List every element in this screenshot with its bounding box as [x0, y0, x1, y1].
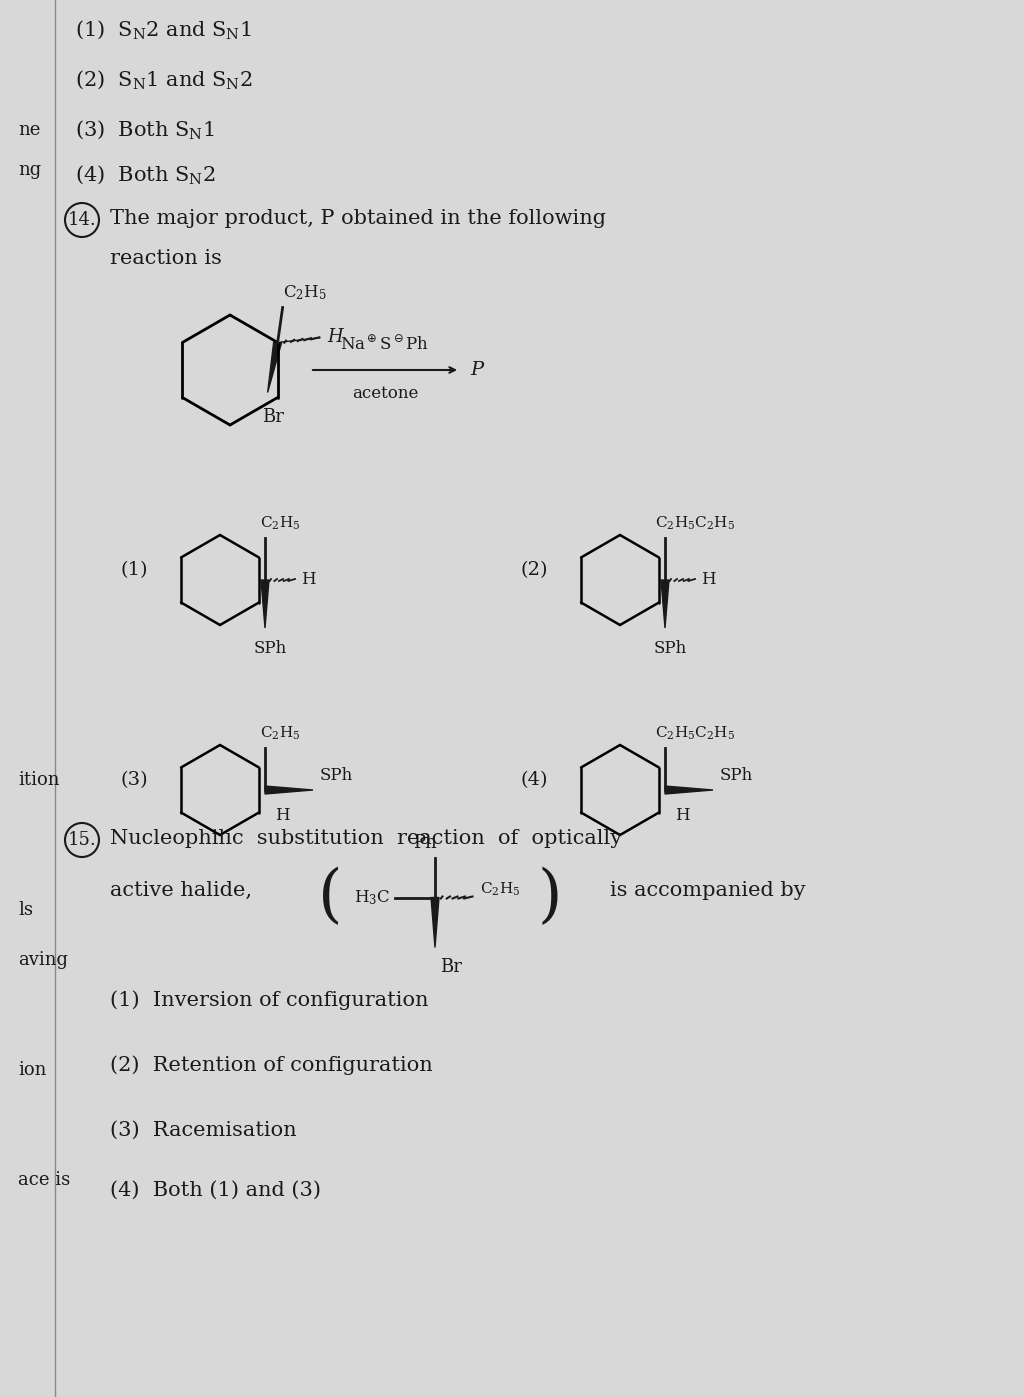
- Polygon shape: [431, 897, 439, 947]
- Text: Ph: Ph: [413, 834, 437, 852]
- Polygon shape: [261, 580, 269, 629]
- Text: (3)  Racemisation: (3) Racemisation: [110, 1120, 297, 1140]
- Text: (4)  Both (1) and (3): (4) Both (1) and (3): [110, 1180, 321, 1200]
- Text: The major product, P obtained in the following: The major product, P obtained in the fol…: [110, 208, 606, 228]
- Text: H: H: [328, 328, 343, 346]
- Text: $\mathregular{C_2H_5}$: $\mathregular{C_2H_5}$: [283, 284, 327, 303]
- Text: (2)  $\mathregular{S_N}$1 and $\mathregular{S_N}$2: (2) $\mathregular{S_N}$1 and $\mathregul…: [75, 68, 253, 91]
- Text: $\mathregular{C_2H_5}$: $\mathregular{C_2H_5}$: [260, 514, 300, 532]
- Text: $\mathregular{C_2H_5}$: $\mathregular{C_2H_5}$: [260, 725, 300, 742]
- Text: H: H: [301, 571, 315, 588]
- Text: SPh: SPh: [653, 640, 687, 657]
- Text: ls: ls: [18, 901, 33, 919]
- Text: ion: ion: [18, 1060, 46, 1078]
- Text: $\mathregular{C_2H_5}$: $\mathregular{C_2H_5}$: [480, 880, 520, 898]
- Text: (2): (2): [520, 562, 548, 578]
- Text: ace is: ace is: [18, 1171, 71, 1189]
- Text: Br: Br: [440, 957, 462, 975]
- Text: Nucleophilic  substitution  reaction  of  optically: Nucleophilic substitution reaction of op…: [110, 828, 623, 848]
- Text: (1)  Inversion of configuration: (1) Inversion of configuration: [110, 990, 428, 1010]
- Text: H: H: [701, 571, 716, 588]
- Text: (2)  Retention of configuration: (2) Retention of configuration: [110, 1055, 433, 1074]
- Text: ne: ne: [18, 122, 40, 138]
- Polygon shape: [662, 580, 669, 629]
- Text: SPh: SPh: [319, 767, 353, 784]
- Text: (1)  $\mathregular{S_N}$2 and $\mathregular{S_N}$1: (1) $\mathregular{S_N}$2 and $\mathregul…: [75, 18, 252, 42]
- Text: 15.: 15.: [68, 831, 96, 849]
- Text: H: H: [275, 806, 290, 823]
- Text: reaction is: reaction is: [110, 249, 222, 267]
- Text: (4): (4): [520, 771, 548, 789]
- Text: $\mathregular{H_3C}$: $\mathregular{H_3C}$: [354, 888, 390, 907]
- Polygon shape: [267, 342, 282, 393]
- Text: is accompanied by: is accompanied by: [610, 880, 806, 900]
- Text: $\mathregular{C_2H_5C_2H_5}$: $\mathregular{C_2H_5C_2H_5}$: [655, 725, 735, 742]
- Text: Na$^\oplus$S$^\ominus$Ph: Na$^\oplus$S$^\ominus$Ph: [340, 335, 430, 355]
- Text: (4)  Both $\mathregular{S_N}$2: (4) Both $\mathregular{S_N}$2: [75, 163, 215, 186]
- Text: (1): (1): [120, 562, 147, 578]
- Text: SPh: SPh: [720, 767, 754, 784]
- Text: $\mathregular{C_2H_5C_2H_5}$: $\mathregular{C_2H_5C_2H_5}$: [655, 514, 735, 532]
- Text: (: (: [317, 868, 342, 928]
- Text: SPh: SPh: [253, 640, 287, 657]
- Text: ): ): [538, 868, 562, 928]
- Text: P: P: [470, 360, 483, 379]
- Text: aving: aving: [18, 951, 68, 970]
- Text: acetone: acetone: [352, 386, 418, 402]
- Text: H: H: [675, 806, 689, 823]
- Polygon shape: [665, 787, 713, 793]
- Text: (3)  Both $\mathregular{S_N}$1: (3) Both $\mathregular{S_N}$1: [75, 119, 214, 141]
- Text: 14.: 14.: [68, 211, 96, 229]
- Text: ition: ition: [18, 771, 59, 789]
- Text: Br: Br: [262, 408, 284, 426]
- Text: (3): (3): [120, 771, 147, 789]
- Text: active halide,: active halide,: [110, 880, 252, 900]
- Polygon shape: [265, 787, 313, 793]
- Text: ng: ng: [18, 161, 41, 179]
